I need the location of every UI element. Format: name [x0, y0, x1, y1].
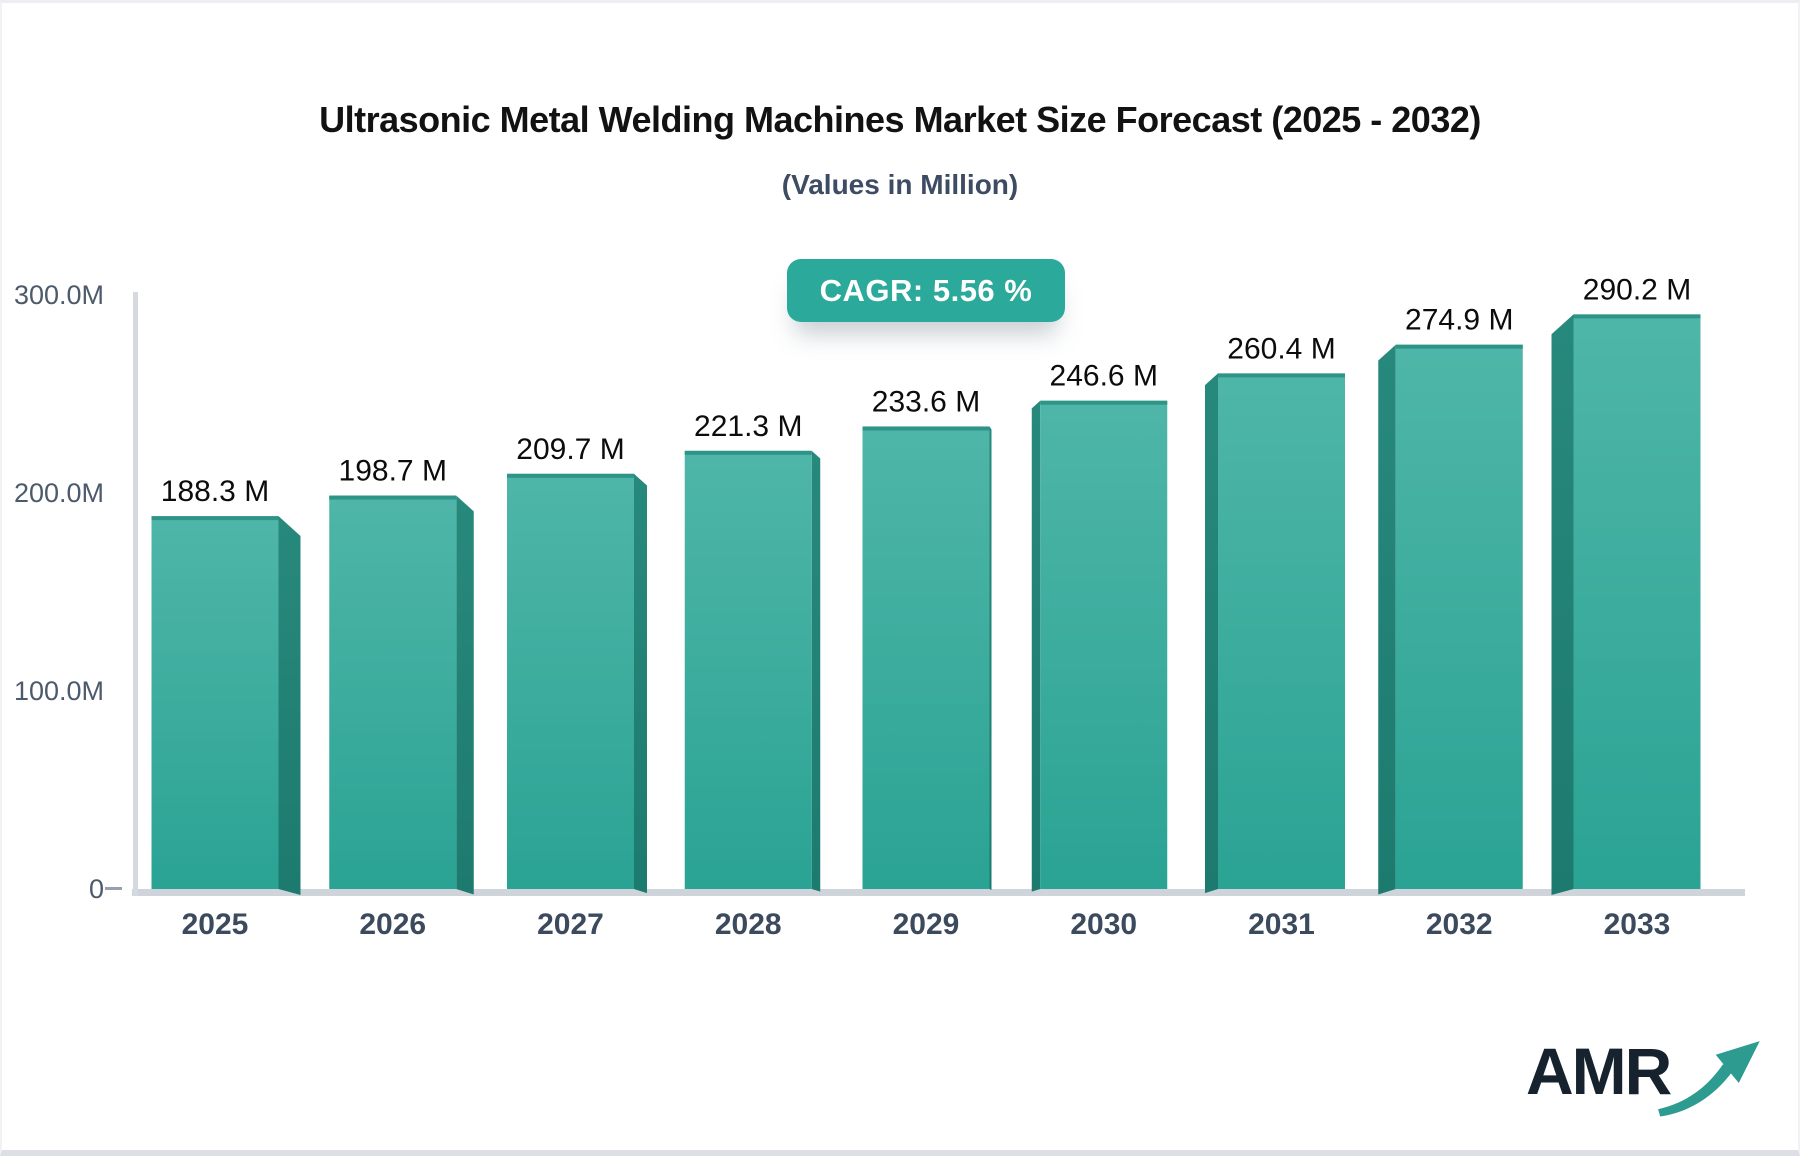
bar-value-label: 198.7 M — [339, 455, 447, 488]
bar-side-face — [634, 473, 647, 894]
bar-2025: 188.3 M 2025 — [151, 475, 301, 941]
y-axis-line — [133, 292, 138, 896]
bar-front-face — [507, 473, 634, 889]
y-axis-tick-label: 200.0M — [14, 478, 104, 508]
x-axis-category-label: 2029 — [893, 908, 960, 941]
bar-side-face — [456, 495, 474, 895]
bar-value-label: 290.2 M — [1583, 273, 1691, 306]
bar-2028: 221.3 M 2028 — [684, 410, 821, 941]
x-axis-category-label: 2025 — [182, 908, 249, 941]
bar-top-edge — [507, 473, 634, 478]
amr-logo: AMR — [1526, 1033, 1760, 1133]
bar-2027: 209.7 M 2027 — [507, 433, 647, 941]
bar-front-face — [1218, 373, 1345, 890]
bar-front-face — [1040, 400, 1168, 889]
bar-top-edge — [329, 495, 457, 500]
bar-value-label: 221.3 M — [694, 410, 802, 443]
y-axis-tick-label: 100.0M — [14, 676, 104, 706]
bar-2030: 246.6 M 2030 — [1031, 360, 1168, 941]
cagr-badge-label: CAGR: 5.56 % — [819, 272, 1033, 308]
bar-side-face — [989, 426, 992, 891]
bar-side-face — [1551, 314, 1574, 895]
bar-value-label: 274.9 M — [1405, 304, 1513, 337]
bar-2031: 260.4 M 2031 — [1205, 332, 1345, 941]
y-axis-tick-label: 300.0M — [14, 280, 104, 310]
bar-top-edge — [684, 450, 812, 455]
bar-front-face — [684, 450, 812, 889]
y-axis-zero-tick — [105, 887, 122, 890]
bar-2033: 290.2 M 2033 — [1551, 273, 1701, 941]
bar-side-face — [1031, 400, 1041, 892]
x-axis-category-label: 2033 — [1604, 908, 1671, 941]
x-axis-category-label: 2028 — [715, 908, 782, 941]
bar-side-face — [1378, 344, 1396, 895]
bar-value-label: 246.6 M — [1050, 360, 1158, 393]
amr-logo-text: AMR — [1526, 1034, 1672, 1108]
bar-top-edge — [862, 426, 990, 431]
bar-chart: 300.0M 200.0M 100.0M 0 188.3 M 2025 198.7 M 202… — [14, 273, 1745, 941]
x-axis-category-label: 2032 — [1426, 908, 1493, 941]
bar-top-edge — [1395, 344, 1523, 349]
bar-2029: 233.6 M 2029 — [862, 385, 992, 941]
bar-2026: 198.7 M 2026 — [329, 455, 474, 941]
chart-title: Ultrasonic Metal Welding Machines Market… — [319, 99, 1481, 140]
x-axis-category-label: 2026 — [359, 908, 426, 941]
x-axis-category-label: 2030 — [1070, 908, 1137, 941]
bar-top-edge — [151, 516, 279, 521]
bar-front-face — [1395, 344, 1523, 889]
y-axis-tick-label: 0 — [89, 874, 104, 904]
x-axis-baseline — [132, 889, 1745, 896]
bar-value-label: 233.6 M — [872, 385, 980, 418]
bar-front-face — [1573, 314, 1701, 889]
bar-value-label: 260.4 M — [1227, 332, 1335, 365]
bar-top-edge — [1573, 314, 1701, 319]
cagr-badge: CAGR: 5.56 % — [787, 259, 1065, 322]
bar-side-face — [811, 450, 821, 892]
x-axis-category-label: 2027 — [537, 908, 604, 941]
bar-value-label: 209.7 M — [516, 433, 624, 466]
bar-top-edge — [1040, 400, 1168, 405]
x-axis-category-label: 2031 — [1248, 908, 1315, 941]
growth-arrow-icon — [1658, 1041, 1760, 1117]
bar-front-face — [329, 495, 457, 889]
bar-side-face — [1205, 373, 1218, 894]
bar-value-label: 188.3 M — [161, 475, 269, 508]
bar-2032: 274.9 M 2032 — [1378, 304, 1523, 941]
chart-subtitle: (Values in Million) — [781, 169, 1019, 200]
bar-front-face — [862, 426, 990, 889]
bar-front-face — [151, 516, 279, 889]
bar-side-face — [278, 516, 301, 895]
bar-top-edge — [1218, 373, 1345, 378]
